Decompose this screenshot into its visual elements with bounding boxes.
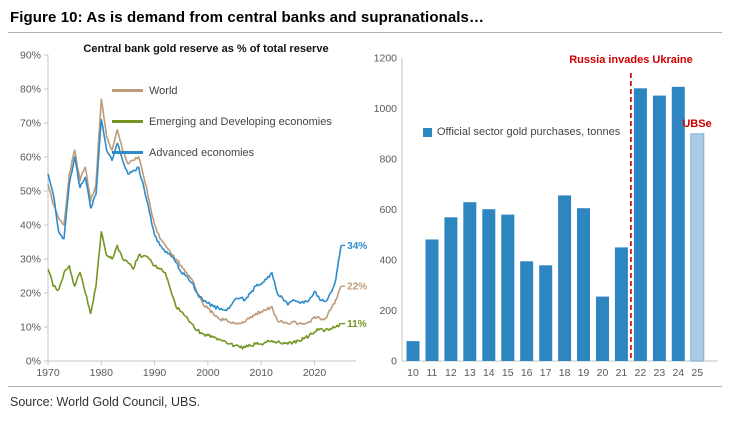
bar-13 (463, 202, 477, 361)
bar-legend-square-swatch (423, 127, 432, 137)
svg-text:1200: 1200 (374, 53, 398, 65)
bar-23 (652, 95, 666, 361)
end-label-advanced: 34% (347, 241, 367, 252)
title-rule (8, 32, 722, 33)
svg-text:23: 23 (654, 367, 666, 379)
legend-label-world: World (149, 84, 178, 97)
bar-15 (501, 214, 515, 361)
svg-text:20%: 20% (20, 288, 41, 300)
svg-text:22: 22 (635, 367, 647, 379)
bar-22 (633, 88, 647, 362)
line-y-ticks: 0% 10% 20% 30% 40% 50% 60% 70% 80% 90% (20, 50, 48, 368)
bar-24 (671, 86, 685, 362)
svg-text:1990: 1990 (143, 367, 167, 379)
bar-chart-panel: Russia invades Ukraine UBSe Official sec… (370, 38, 722, 386)
bar-25 (690, 133, 705, 362)
series-line-emerging (47, 231, 342, 350)
source-text: Source: World Gold Council, UBS. (10, 395, 201, 409)
svg-text:16: 16 (521, 367, 533, 379)
bar-12 (444, 217, 458, 361)
svg-text:60%: 60% (20, 152, 41, 164)
svg-text:1000: 1000 (374, 103, 398, 115)
advanced-line-swatch (112, 151, 143, 154)
source-rule (8, 386, 722, 387)
line-x-ticks: 1970 1980 1990 2000 2010 2020 (36, 361, 326, 379)
svg-text:12: 12 (445, 367, 457, 379)
bar-17 (539, 265, 553, 361)
svg-text:400: 400 (379, 255, 397, 267)
svg-text:19: 19 (578, 367, 590, 379)
svg-text:40%: 40% (20, 220, 41, 232)
bar-10 (406, 341, 420, 361)
figure-title: Figure 10: As is demand from central ban… (10, 9, 485, 26)
legend-label-emerging: Emerging and Developing economies (149, 115, 332, 128)
svg-text:11: 11 (426, 367, 437, 379)
line-chart-panel: Central bank gold reserve as % of total … (8, 38, 370, 386)
line-chart-title: Central bank gold reserve as % of total … (83, 43, 329, 55)
end-label-emerging: 11% (347, 319, 367, 330)
series-line-advanced (47, 118, 342, 312)
series-line-world (47, 98, 342, 326)
svg-text:13: 13 (464, 367, 476, 379)
svg-text:2000: 2000 (196, 367, 220, 379)
svg-text:17: 17 (540, 367, 552, 379)
svg-text:15: 15 (502, 367, 514, 379)
svg-text:80%: 80% (20, 84, 41, 96)
svg-text:1980: 1980 (90, 367, 114, 379)
bar-axes (401, 58, 718, 362)
bar-21 (614, 247, 628, 361)
world-line-swatch (112, 89, 143, 92)
line-chart-legend: World Emerging and Developing economies … (112, 84, 332, 177)
legend-item-emerging: Emerging and Developing economies (112, 115, 332, 128)
bar-19 (577, 208, 590, 361)
svg-text:14: 14 (483, 367, 495, 379)
svg-text:600: 600 (379, 204, 397, 216)
legend-item-world: World (112, 84, 332, 97)
svg-text:90%: 90% (20, 50, 41, 62)
bar-14 (482, 209, 496, 361)
svg-text:21: 21 (616, 367, 628, 379)
bar-16 (520, 261, 534, 361)
end-label-world: 22% (347, 282, 367, 293)
svg-text:24: 24 (672, 367, 684, 379)
svg-text:25: 25 (691, 367, 703, 379)
bar-y-ticks: 0 200 400 600 800 1000 1200 (374, 53, 398, 368)
svg-text:30%: 30% (20, 254, 41, 266)
svg-text:2010: 2010 (250, 367, 274, 379)
legend-label-advanced: Advanced economies (149, 146, 255, 159)
svg-text:2020: 2020 (303, 367, 327, 379)
svg-text:18: 18 (559, 367, 571, 379)
svg-text:800: 800 (379, 154, 397, 166)
line-chart: 0% 10% 20% 30% 40% 50% 60% 70% 80% 90% 1970 1980 199… (20, 50, 367, 380)
bar-chart: 0 200 400 600 800 1000 1200 10 11 12 13 14 15 16 17 18 1… (374, 53, 718, 379)
svg-text:20: 20 (597, 367, 609, 379)
svg-text:50%: 50% (20, 186, 41, 198)
svg-text:10: 10 (407, 367, 419, 379)
emerging-line-swatch (112, 120, 143, 123)
legend-item-advanced: Advanced economies (112, 146, 332, 159)
bar-18 (558, 195, 572, 361)
bar-legend-label: Official sector gold purchases, tonnes (437, 126, 621, 138)
svg-text:200: 200 (379, 305, 397, 317)
bar-chart-legend: Official sector gold purchases, tonnes (423, 126, 620, 138)
svg-text:1970: 1970 (36, 367, 60, 379)
svg-text:70%: 70% (20, 118, 41, 130)
forecast-label-ubse: UBSe (682, 118, 712, 130)
bar-11 (425, 239, 439, 361)
charts-row: Central bank gold reserve as % of total … (8, 38, 730, 386)
annotation-russia-invades-ukraine: Russia invades Ukraine (569, 54, 693, 66)
bar-series (406, 86, 705, 362)
svg-text:10%: 10% (20, 322, 41, 334)
bar-20 (596, 296, 609, 361)
svg-text:0%: 0% (26, 356, 41, 368)
svg-text:0: 0 (391, 356, 397, 368)
